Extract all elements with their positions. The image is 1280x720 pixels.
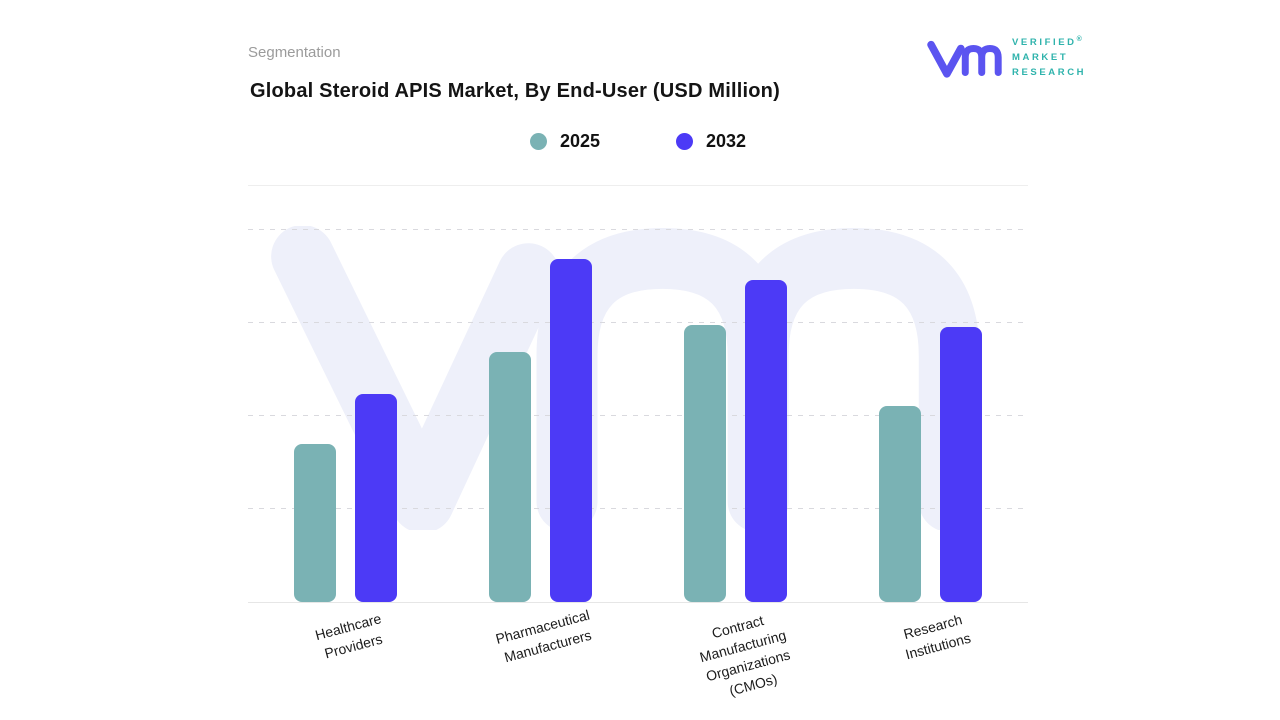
gridline <box>248 229 1028 230</box>
x-label: Pharmaceutical Manufacturers <box>494 606 594 666</box>
gridline <box>248 508 1028 509</box>
bar-group-1 <box>294 186 397 602</box>
x-label-cell: Research Institutions <box>833 604 1028 716</box>
gridline <box>248 322 1028 323</box>
x-label: Research Institutions <box>901 611 973 663</box>
x-label-cell: Contract Manufacturing Organizations (CMOs) <box>638 604 833 716</box>
legend-label: 2025 <box>559 131 600 151</box>
plot-area <box>248 185 1028 603</box>
bar-2025 <box>489 352 531 602</box>
segmentation-label: Segmentation <box>248 44 341 61</box>
bar-2025 <box>684 325 726 602</box>
bar-groups <box>248 186 1028 602</box>
gridline <box>248 415 1028 416</box>
bar-group-2 <box>489 186 592 602</box>
bar-group-3 <box>684 186 787 602</box>
chart-title: Global Steroid APIS Market, By End-User … <box>250 80 780 102</box>
bar-2025 <box>879 406 921 602</box>
x-axis-labels: Healthcare Providers Pharmaceutical Manufac… <box>248 604 1028 716</box>
bar-2032 <box>550 259 592 602</box>
brand-logo: VERIFIED® MARKET RESEARCH <box>926 34 1086 82</box>
brand-line-1: VERIFIED <box>1012 37 1077 49</box>
vm-monogram-icon <box>927 40 1002 78</box>
bar-group-4 <box>879 186 982 602</box>
legend-dot-icon <box>529 133 547 150</box>
bar-2032 <box>940 327 982 602</box>
legend-item-2025: 2025 <box>529 131 600 152</box>
legend-dot-icon <box>676 133 693 150</box>
x-label: Contract Manufacturing Organizations (CMOs) <box>698 612 792 699</box>
brand-line-3: RESEARCH <box>1012 66 1087 78</box>
legend-item-2032: 2032 <box>676 131 746 152</box>
legend-label: 2032 <box>706 131 747 151</box>
x-label: Healthcare Providers <box>313 610 384 662</box>
bar-2025 <box>294 444 336 602</box>
registered-trademark: ® <box>1076 36 1082 44</box>
bar-2032 <box>745 280 787 602</box>
bar-2032 <box>355 394 397 602</box>
x-label-cell: Healthcare Providers <box>248 604 443 716</box>
brand-line-2: MARKET <box>1012 52 1069 64</box>
x-label-cell: Pharmaceutical Manufacturers <box>443 604 638 716</box>
brand-logo-text: VERIFIED® MARKET RESEARCH <box>1012 35 1086 80</box>
legend: 2025 2032 <box>248 131 1028 152</box>
